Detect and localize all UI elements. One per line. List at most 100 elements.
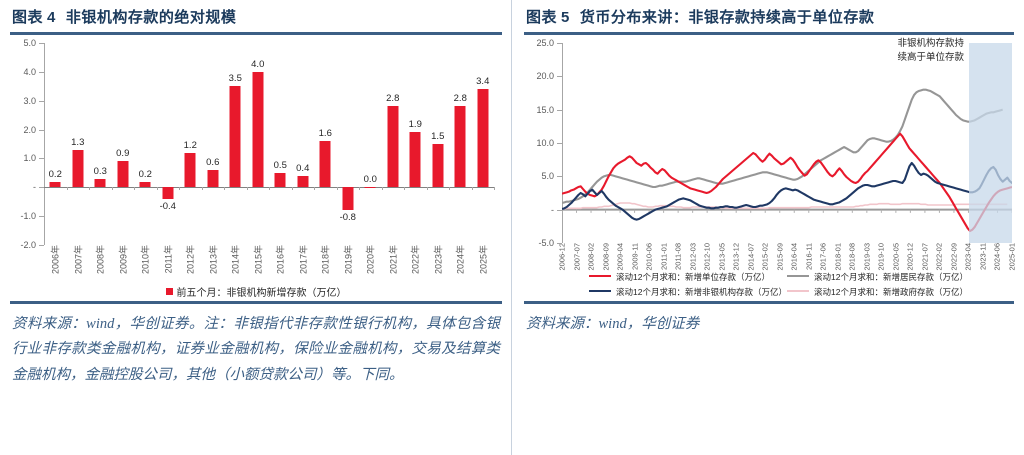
line-legend-item[interactable]: 滚动12个月求和：新增非银机构存款（万亿） <box>589 286 787 298</box>
line-x-label: 2024-06 <box>992 243 1002 271</box>
line-x-label: 2021-07 <box>920 243 930 271</box>
bar-group[interactable]: 0.9 <box>112 43 135 245</box>
line-series[interactable] <box>562 203 1007 209</box>
line-series[interactable] <box>562 90 1003 203</box>
bar[interactable] <box>49 181 61 188</box>
bar-group[interactable]: -0.8 <box>337 43 360 245</box>
bar[interactable] <box>117 161 129 188</box>
bar-value-label: 0.3 <box>93 165 107 177</box>
bar-value-label: 2.8 <box>386 93 400 105</box>
bar-legend-label: 前五个月：非银机构新增存款（万亿） <box>176 288 347 299</box>
line-x-label: 2009-11 <box>630 243 640 270</box>
bar[interactable] <box>207 169 219 188</box>
line-x-label: 2010-06 <box>644 243 654 271</box>
bar-group[interactable]: 0.0 <box>359 43 382 245</box>
bar-group[interactable]: 0.2 <box>44 43 67 245</box>
panel-divider <box>511 0 512 455</box>
bar-value-label: 0.5 <box>273 159 287 171</box>
bar-value-label: 1.6 <box>318 128 332 140</box>
bar[interactable] <box>342 187 354 211</box>
bar-group[interactable]: 4.0 <box>247 43 270 245</box>
line-series[interactable] <box>562 163 1012 220</box>
bar-x-tick <box>426 187 428 191</box>
bar-x-label: 2016年 <box>275 245 286 275</box>
bar-y-tick-label: 1.0 <box>23 153 36 164</box>
bar[interactable] <box>274 172 286 188</box>
bar-y-tick-mark <box>39 43 44 44</box>
bar-chart-legend: 前五个月：非银机构新增存款（万亿） <box>8 284 504 299</box>
bar[interactable] <box>364 187 376 189</box>
bar-x-label: 2024年 <box>455 245 466 275</box>
line-legend-item[interactable]: 滚动12个月求和：新增单位存款（万亿） <box>589 271 770 283</box>
bar-x-tick <box>134 187 135 191</box>
bar[interactable] <box>72 149 84 188</box>
line-x-label: 2009-04 <box>615 243 625 271</box>
bar[interactable] <box>432 144 444 188</box>
bar[interactable] <box>94 178 106 188</box>
bar-y-tick-label: 2.0 <box>23 124 36 135</box>
line-x-label: 2022-09 <box>949 243 959 271</box>
line-legend-item[interactable]: 滚动12个月求和：新增居民存款（万亿） <box>787 271 968 283</box>
bar[interactable] <box>162 187 174 199</box>
line-x-label: 2007-07 <box>572 243 582 271</box>
line-y-tick-mark <box>557 243 562 244</box>
line-legend-item[interactable]: 滚动12个月求和：新增政府存款（万亿） <box>787 286 968 298</box>
bar[interactable] <box>387 106 399 188</box>
bar[interactable] <box>252 71 264 188</box>
bar[interactable] <box>297 175 309 188</box>
bar-x-tick <box>404 187 405 191</box>
bar-group[interactable]: 2.8 <box>449 43 472 245</box>
bar-group[interactable]: 0.2 <box>134 43 157 245</box>
bar-x-tick <box>89 187 90 191</box>
bar-group[interactable]: 1.2 <box>179 43 202 245</box>
bar-x-label: 2017年 <box>298 245 309 275</box>
bar-group[interactable]: 0.4 <box>292 43 315 245</box>
line-series[interactable] <box>562 134 1012 231</box>
line-chart-legend: 滚动12个月求和：新增单位存款（万亿） 滚动12个月求和：新增居民存款（万亿） 滚动… <box>562 271 1012 303</box>
right-source-rule <box>524 301 1014 304</box>
bar-y-tick-mark <box>39 71 44 73</box>
line-y-tick-mark <box>557 143 562 144</box>
bar[interactable] <box>409 132 421 188</box>
bar-group[interactable]: 0.3 <box>89 43 112 245</box>
bar-x-tick <box>291 187 293 191</box>
line-x-label: 2008-09 <box>601 243 611 271</box>
bar-x-tick <box>111 187 113 191</box>
bar-value-label: 1.9 <box>408 119 422 131</box>
bar-group[interactable]: 3.4 <box>472 43 495 245</box>
line-x-label: 2019-03 <box>862 243 872 271</box>
bar-x-label: 2015年 <box>253 245 264 275</box>
bar[interactable] <box>229 86 241 188</box>
line-y-tick-mark <box>557 43 562 44</box>
bar-group[interactable]: -0.4 <box>157 43 180 245</box>
legend-line-swatch-icon <box>589 290 611 292</box>
right-figure-panel: 图表 5 货币分布来讲：非银存款持续高于单位存款 25.0 20.0 15.0 10.0 5… <box>512 0 1024 455</box>
line-y-tick-label: 10.0 <box>536 138 554 148</box>
bar[interactable] <box>319 141 331 188</box>
bar-value-label: 3.5 <box>228 73 242 85</box>
bar-group[interactable]: 0.5 <box>269 43 292 245</box>
bar[interactable] <box>477 89 489 188</box>
bar-group[interactable]: 0.6 <box>202 43 225 245</box>
bar-x-label: 2007年 <box>73 245 84 275</box>
bar-group[interactable]: 1.5 <box>427 43 450 245</box>
bar-chart-bars: 0.2 1.3 0.3 0.9 0.2 -0.4 1.2 0.6 3.5 4.0 0.5 0.4 1.6… <box>44 43 495 245</box>
bar-group[interactable]: 1.9 <box>404 43 427 245</box>
bar-group[interactable]: 3.5 <box>224 43 247 245</box>
bar-group[interactable]: 1.3 <box>67 43 90 245</box>
line-y-tick-mark <box>557 209 562 211</box>
line-y-tick-label: 20.0 <box>536 71 554 82</box>
bar[interactable] <box>454 106 466 188</box>
annotation-line-2: 续高于单位存款 <box>897 51 964 63</box>
bar-x-label: 2022年 <box>410 245 421 275</box>
bar-x-tick <box>494 187 495 191</box>
bar[interactable] <box>184 152 196 188</box>
bar-x-label: 2008年 <box>95 245 106 275</box>
line-chart-y-axis: 25.0 20.0 15.0 10.0 5.0 - -5.0 <box>522 38 558 248</box>
bar-group[interactable]: 2.8 <box>382 43 405 245</box>
bar-x-tick <box>224 187 225 191</box>
bar-value-label: 0.2 <box>48 168 62 180</box>
bar-group[interactable]: 1.6 <box>314 43 337 245</box>
line-y-tick-mark <box>557 109 562 111</box>
bar[interactable] <box>139 181 151 188</box>
